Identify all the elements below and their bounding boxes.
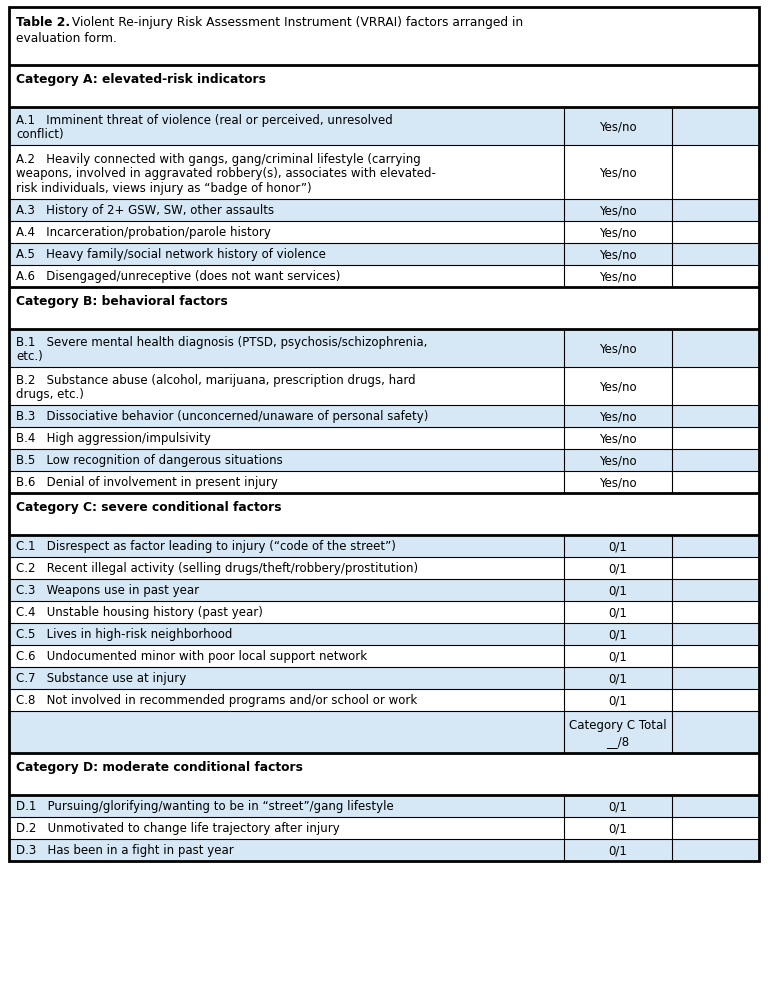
Text: Violent Re-injury Risk Assessment Instrument (VRRAI) factors arranged in: Violent Re-injury Risk Assessment Instru…	[68, 16, 523, 29]
Text: 0/1: 0/1	[608, 822, 627, 835]
Text: A.2   Heavily connected with gangs, gang/criminal lifestyle (carrying: A.2 Heavily connected with gangs, gang/c…	[16, 153, 421, 166]
Text: C.5   Lives in high-risk neighborhood: C.5 Lives in high-risk neighborhood	[16, 628, 233, 641]
Text: C.8   Not involved in recommended programs and/or school or work: C.8 Not involved in recommended programs…	[16, 694, 417, 707]
Text: C.4   Unstable housing history (past year): C.4 Unstable housing history (past year)	[16, 606, 263, 619]
Bar	[9, 839, 759, 861]
Bar	[9, 8, 759, 66]
Bar	[9, 712, 759, 753]
Text: B.6   Denial of involvement in present injury: B.6 Denial of involvement in present inj…	[16, 476, 278, 489]
Text: Yes/no: Yes/no	[599, 454, 637, 467]
Text: Category D: moderate conditional factors: Category D: moderate conditional factors	[16, 760, 303, 773]
Text: C.3   Weapons use in past year: C.3 Weapons use in past year	[16, 583, 199, 597]
Text: A.5   Heavy family/social network history of violence: A.5 Heavy family/social network history …	[16, 248, 326, 261]
Bar	[9, 66, 759, 108]
Bar	[9, 795, 759, 817]
Text: D.3   Has been in a fight in past year: D.3 Has been in a fight in past year	[16, 844, 233, 857]
Text: A.3   History of 2+ GSW, SW, other assaults: A.3 History of 2+ GSW, SW, other assault…	[16, 205, 274, 218]
Bar	[9, 817, 759, 839]
Text: B.4   High aggression/impulsivity: B.4 High aggression/impulsivity	[16, 432, 211, 445]
Bar	[9, 368, 759, 406]
Text: weapons, involved in aggravated robbery(s), associates with elevated-: weapons, involved in aggravated robbery(…	[16, 167, 436, 180]
Text: evaluation form.: evaluation form.	[16, 32, 117, 45]
Text: 0/1: 0/1	[608, 650, 627, 663]
Bar	[9, 244, 759, 265]
Bar	[9, 645, 759, 667]
Bar	[9, 493, 759, 536]
Bar	[9, 8, 759, 861]
Text: conflict): conflict)	[16, 128, 64, 141]
Text: Yes/no: Yes/no	[599, 248, 637, 261]
Text: Yes/no: Yes/no	[599, 432, 637, 445]
Text: C.2   Recent illegal activity (selling drugs/theft/robbery/prostitution): C.2 Recent illegal activity (selling dru…	[16, 562, 418, 575]
Text: Table 2.: Table 2.	[16, 16, 70, 29]
Text: Category B: behavioral factors: Category B: behavioral factors	[16, 294, 228, 308]
Bar	[9, 108, 759, 146]
Bar	[9, 558, 759, 580]
Text: etc.): etc.)	[16, 350, 43, 363]
Text: 0/1: 0/1	[608, 800, 627, 813]
Bar	[9, 667, 759, 689]
Text: B.5   Low recognition of dangerous situations: B.5 Low recognition of dangerous situati…	[16, 454, 283, 467]
Text: B.1   Severe mental health diagnosis (PTSD, psychosis/schizophrenia,: B.1 Severe mental health diagnosis (PTSD…	[16, 336, 427, 349]
Bar	[9, 623, 759, 645]
Text: Yes/no: Yes/no	[599, 476, 637, 489]
Text: 0/1: 0/1	[608, 628, 627, 641]
Bar	[9, 580, 759, 601]
Text: 0/1: 0/1	[608, 694, 627, 707]
Text: 0/1: 0/1	[608, 562, 627, 575]
Bar	[9, 449, 759, 471]
Text: D.1   Pursuing/glorifying/wanting to be in “street”/gang lifestyle: D.1 Pursuing/glorifying/wanting to be in…	[16, 800, 394, 813]
Bar	[9, 330, 759, 368]
Text: Category C: severe conditional factors: Category C: severe conditional factors	[16, 501, 282, 514]
Bar	[9, 689, 759, 712]
Bar	[9, 222, 759, 244]
Text: B.3   Dissociative behavior (unconcerned/unaware of personal safety): B.3 Dissociative behavior (unconcerned/u…	[16, 411, 429, 423]
Text: C.1   Disrespect as factor leading to injury (“code of the street”): C.1 Disrespect as factor leading to inju…	[16, 540, 396, 553]
Text: D.2   Unmotivated to change life trajectory after injury: D.2 Unmotivated to change life trajector…	[16, 822, 339, 835]
Bar	[9, 200, 759, 222]
Bar	[9, 753, 759, 795]
Text: Yes/no: Yes/no	[599, 380, 637, 393]
Text: Category A: elevated-risk indicators: Category A: elevated-risk indicators	[16, 73, 266, 85]
Text: 0/1: 0/1	[608, 844, 627, 857]
Bar	[9, 601, 759, 623]
Text: Yes/no: Yes/no	[599, 205, 637, 218]
Text: A.1   Imminent threat of violence (real or perceived, unresolved: A.1 Imminent threat of violence (real or…	[16, 114, 392, 127]
Text: A.4   Incarceration/probation/parole history: A.4 Incarceration/probation/parole histo…	[16, 227, 271, 240]
Bar	[9, 471, 759, 493]
Text: A.6   Disengaged/unreceptive (does not want services): A.6 Disengaged/unreceptive (does not wan…	[16, 270, 340, 283]
Text: drugs, etc.): drugs, etc.)	[16, 388, 84, 402]
Text: Yes/no: Yes/no	[599, 120, 637, 133]
Text: Yes/no: Yes/no	[599, 227, 637, 240]
Bar	[9, 265, 759, 287]
Text: Yes/no: Yes/no	[599, 411, 637, 423]
Bar	[9, 406, 759, 427]
Bar	[9, 427, 759, 449]
Text: 0/1: 0/1	[608, 540, 627, 553]
Text: B.2   Substance abuse (alcohol, marijuana, prescription drugs, hard: B.2 Substance abuse (alcohol, marijuana,…	[16, 374, 415, 387]
Text: Yes/no: Yes/no	[599, 342, 637, 355]
Text: 0/1: 0/1	[608, 606, 627, 619]
Text: C.6   Undocumented minor with poor local support network: C.6 Undocumented minor with poor local s…	[16, 650, 367, 663]
Text: Yes/no: Yes/no	[599, 166, 637, 179]
Text: 0/1: 0/1	[608, 583, 627, 597]
Bar	[9, 287, 759, 330]
Text: risk individuals, views injury as “badge of honor”): risk individuals, views injury as “badge…	[16, 182, 312, 195]
Text: __/8: __/8	[607, 735, 630, 747]
Text: 0/1: 0/1	[608, 672, 627, 685]
Text: Category C Total: Category C Total	[569, 719, 667, 732]
Text: C.7   Substance use at injury: C.7 Substance use at injury	[16, 672, 187, 685]
Bar	[9, 146, 759, 200]
Text: Yes/no: Yes/no	[599, 270, 637, 283]
Bar	[9, 536, 759, 558]
